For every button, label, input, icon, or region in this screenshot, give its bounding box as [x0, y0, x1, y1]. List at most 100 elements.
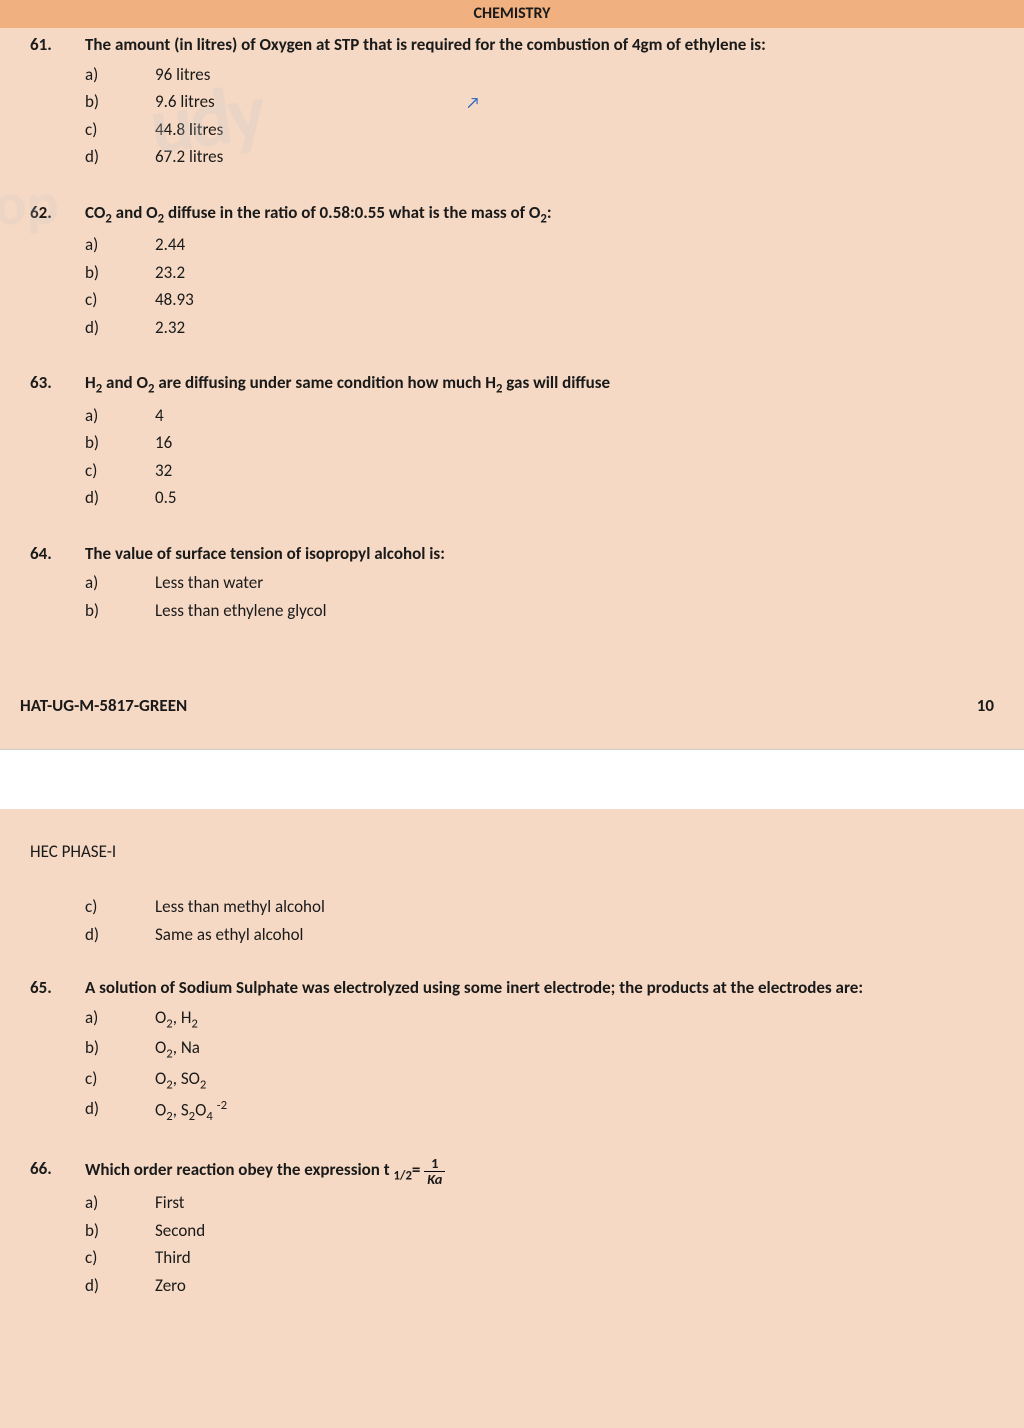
question-number: 64.	[30, 541, 85, 626]
question: 61.The amount (in litres) of Oxygen at S…	[30, 32, 994, 172]
option-text: Zero	[155, 1273, 994, 1299]
option-text: Same as ethyl alcohol	[155, 922, 994, 948]
option: c)O2, SO2	[85, 1066, 994, 1095]
option: b)23.2	[85, 260, 994, 286]
question-number: 63.	[30, 370, 85, 513]
option-text: 67.2 litres	[155, 144, 994, 170]
option-text: Third	[155, 1245, 994, 1271]
option-letter: c)	[85, 894, 155, 920]
option-text: O2, Na	[155, 1035, 994, 1064]
option-letter: d)	[85, 1273, 155, 1299]
question-body: CO2 and O2 diffuse in the ratio of 0.58:…	[85, 200, 994, 343]
option-letter: c)	[85, 287, 155, 313]
option-text: 32	[155, 458, 994, 484]
question-text: The value of surface tension of isopropy…	[85, 541, 994, 567]
question-body: H2 and O2 are diffusing under same condi…	[85, 370, 994, 513]
option: a)O2, H2	[85, 1005, 994, 1034]
option-text: Less than ethylene glycol	[155, 598, 994, 624]
option: d)2.32	[85, 315, 994, 341]
option-text: Second	[155, 1218, 994, 1244]
option-letter: d)	[85, 485, 155, 511]
option-text: Less than methyl alcohol	[155, 894, 994, 920]
question-text: H2 and O2 are diffusing under same condi…	[85, 370, 994, 399]
option: b)9.6 litres	[85, 89, 994, 115]
option: c)48.93	[85, 287, 994, 313]
option-letter: c)	[85, 117, 155, 143]
option-text: 2.44	[155, 232, 994, 258]
option-letter: a)	[85, 1005, 155, 1034]
question: 66.Which order reaction obey the express…	[30, 1156, 994, 1300]
option-text: 4	[155, 403, 994, 429]
option: b)16	[85, 430, 994, 456]
option-letter: a)	[85, 403, 155, 429]
option-letter: a)	[85, 62, 155, 88]
option-text: 23.2	[155, 260, 994, 286]
question-body: The value of surface tension of isopropy…	[85, 541, 994, 626]
option-text: O2, SO2	[155, 1066, 994, 1095]
option-text: O2, S2O4 -2	[155, 1096, 994, 1126]
option-text: 96 litres	[155, 62, 994, 88]
option: a)4	[85, 403, 994, 429]
option: d)Zero	[85, 1273, 994, 1299]
question-text: Which order reaction obey the expression…	[85, 1156, 994, 1186]
question-body: Which order reaction obey the expression…	[85, 1156, 994, 1300]
option-text: O2, H2	[155, 1005, 994, 1034]
question-text: CO2 and O2 diffuse in the ratio of 0.58:…	[85, 200, 994, 229]
option: c)32	[85, 458, 994, 484]
section-title: HEC PHASE-I	[0, 809, 1024, 895]
option-text: 16	[155, 430, 994, 456]
option-letter: a)	[85, 1190, 155, 1216]
option: a)2.44	[85, 232, 994, 258]
option-text: 0.5	[155, 485, 994, 511]
question: 63.H2 and O2 are diffusing under same co…	[30, 370, 994, 513]
option-text: 44.8 litres	[155, 117, 994, 143]
option: a)First	[85, 1190, 994, 1216]
option-letter: a)	[85, 570, 155, 596]
question: 65.A solution of Sodium Sulphate was ele…	[30, 975, 994, 1128]
option: d)Same as ethyl alcohol	[85, 922, 994, 948]
option-letter: d)	[85, 315, 155, 341]
option-letter: d)	[85, 144, 155, 170]
question: 62.CO2 and O2 diffuse in the ratio of 0.…	[30, 200, 994, 343]
question: 64.The value of surface tension of isopr…	[30, 541, 994, 626]
footer: HAT-UG-M-5817-GREEN 10	[0, 673, 1024, 749]
option: c)Less than methyl alcohol	[85, 894, 994, 920]
question-number: 62.	[30, 200, 85, 343]
cursor-icon: ↗	[466, 92, 480, 116]
question-number: 65.	[30, 975, 85, 1128]
option-letter: c)	[85, 1066, 155, 1095]
option: a)96 litres	[85, 62, 994, 88]
option-letter: d)	[85, 1096, 155, 1126]
option: d)67.2 litres	[85, 144, 994, 170]
footer-right: 10	[977, 693, 994, 719]
option-letter: b)	[85, 1035, 155, 1064]
question-number: 66.	[30, 1156, 85, 1300]
option-letter: b)	[85, 430, 155, 456]
option-text: 9.6 litres	[155, 89, 994, 115]
option-letter: b)	[85, 598, 155, 624]
question-number: 61.	[30, 32, 85, 172]
option-letter: b)	[85, 260, 155, 286]
option-text: First	[155, 1190, 994, 1216]
question-text: The amount (in litres) of Oxygen at STP …	[85, 32, 994, 58]
option: b)Less than ethylene glycol	[85, 598, 994, 624]
question-text: A solution of Sodium Sulphate was electr…	[85, 975, 994, 1001]
question-body: The amount (in litres) of Oxygen at STP …	[85, 32, 994, 172]
option-letter: d)	[85, 922, 155, 948]
page2-content: 65.A solution of Sodium Sulphate was ele…	[0, 975, 1024, 1348]
option-text: 2.32	[155, 315, 994, 341]
question-body: A solution of Sodium Sulphate was electr…	[85, 975, 994, 1128]
header-title: CHEMISTRY	[0, 0, 1024, 28]
footer-left: HAT-UG-M-5817-GREEN	[20, 693, 187, 719]
continued-options: c)Less than methyl alcohold)Same as ethy…	[0, 894, 1024, 947]
option-text: 48.93	[155, 287, 994, 313]
option: d)O2, S2O4 -2	[85, 1096, 994, 1126]
option-letter: b)	[85, 89, 155, 115]
option: d)0.5	[85, 485, 994, 511]
option-text: Less than water	[155, 570, 994, 596]
option-letter: b)	[85, 1218, 155, 1244]
option: c)Third	[85, 1245, 994, 1271]
option: c)44.8 litres	[85, 117, 994, 143]
option-letter: c)	[85, 458, 155, 484]
page1-content: 61.The amount (in litres) of Oxygen at S…	[0, 28, 1024, 673]
